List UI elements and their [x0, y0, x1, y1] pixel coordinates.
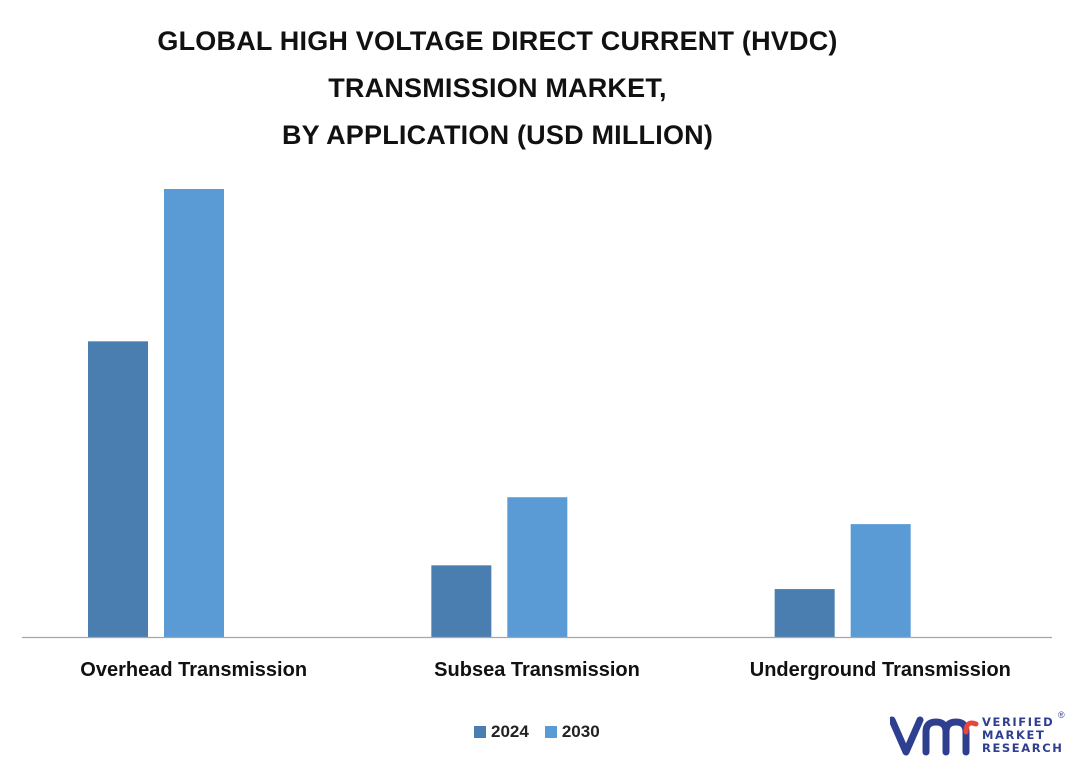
legend-label-2024: 2024 [491, 722, 529, 741]
bar-2030-subsea-transmission [507, 497, 568, 637]
chart-legend: 2024 2030 [474, 722, 616, 742]
legend-swatch-2030 [544, 726, 557, 738]
bar-2024-underground-transmission [774, 589, 835, 637]
logo-word-market: MARKET [982, 728, 1046, 742]
x-tick-label: Overhead Transmission [80, 659, 307, 681]
logo-word-verified: VERIFIED [982, 715, 1055, 729]
bar-2030-overhead-transmission [164, 189, 224, 637]
bar-2024-subsea-transmission [431, 565, 492, 637]
chart-title: GLOBAL HIGH VOLTAGE DIRECT CURRENT (HVDC… [0, 18, 995, 159]
legend-swatch-2024 [474, 726, 486, 738]
logo-text: VERIFIED MARKET RESEARCH [982, 716, 1063, 755]
bar-2030-underground-transmission [850, 524, 911, 637]
chart-title-line-1: GLOBAL HIGH VOLTAGE DIRECT CURRENT (HVDC… [157, 26, 838, 56]
x-tick-label: Subsea Transmission [434, 659, 640, 681]
vmr-logo-icon [888, 716, 979, 756]
legend-item-2030: 2030 [544, 722, 600, 742]
logo-word-research: RESEARCH [982, 741, 1064, 755]
x-tick-label: Underground Transmission [750, 659, 1011, 681]
chart-title-line-3: BY APPLICATION (USD MILLION) [281, 120, 714, 150]
registered-mark: ® [1058, 710, 1065, 720]
chart-title-line-2: TRANSMISSION MARKET, [328, 73, 667, 103]
brand-logo: VERIFIED MARKET RESEARCH ® [888, 710, 1070, 758]
bar-chart: Overhead Transmission Subsea Transmission… [22, 189, 1052, 681]
legend-label-2030: 2030 [561, 722, 600, 741]
bar-2024-overhead-transmission [88, 341, 148, 637]
legend-item-2024: 2024 [474, 722, 529, 742]
